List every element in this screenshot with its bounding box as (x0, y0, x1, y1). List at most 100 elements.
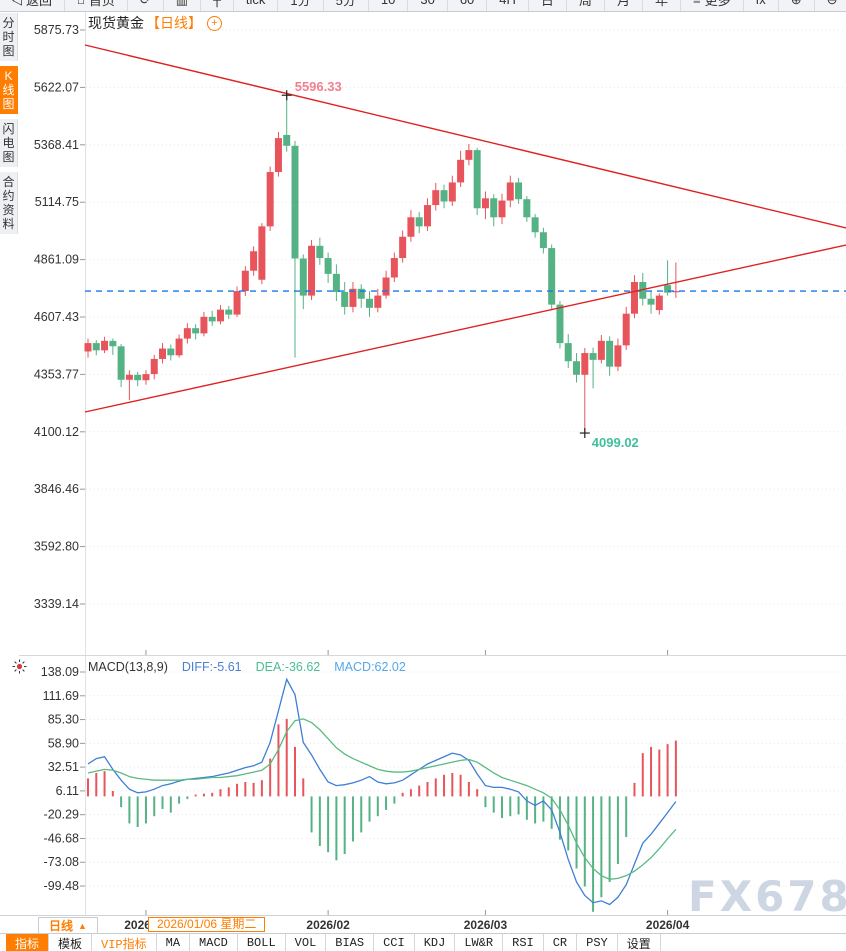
toolbar-button-label: 年 (654, 0, 668, 8)
macd-dif-line (87, 677, 677, 906)
toolbar-button-首页[interactable]: ⌂首页 (65, 0, 128, 11)
toolbar-button-tick[interactable]: tick (234, 0, 279, 11)
tab-CR[interactable]: CR (544, 934, 578, 951)
watermark-logo: FX678 (688, 872, 846, 921)
tab-指标[interactable]: 指标 (6, 934, 50, 951)
y-axis-tick: 5114.75 (35, 195, 79, 209)
toolbar-button-更多[interactable]: ≡更多 (681, 0, 744, 11)
macd-y-axis-tick: 111.69 (43, 689, 79, 703)
toolbar-button-5分[interactable]: 5分 (324, 0, 369, 11)
high-anchor-cross[interactable] (281, 90, 292, 101)
x-axis-strip: 日线 ▲ 2026/01/06 星期二 2026/01 2026/02 2026/0… (0, 915, 846, 934)
macd-macd-value: MACD:62.02 (334, 660, 406, 674)
tab-KDJ[interactable]: KDJ (415, 934, 456, 951)
toolbar-button-日[interactable]: 日 (529, 0, 567, 11)
macd-y-axis-tick: 6.11 (56, 784, 79, 798)
toolbar-button-bar-chart-icon[interactable]: ▥ (164, 0, 202, 11)
macd-y-axis-tick: 85.30 (48, 713, 79, 727)
toolbar-button-周[interactable]: 周 (567, 0, 605, 11)
toolbar-button-candlestick-icon[interactable]: ┿ (201, 0, 234, 11)
refresh-icon: ⟳ (140, 0, 151, 8)
toolbar-button-label: 日 (540, 0, 554, 8)
toolbar-button-label: 月 (616, 0, 630, 8)
macd-y-axis-tick: -99.48 (44, 879, 79, 893)
y-axis-tick: 5368.41 (34, 138, 79, 152)
toolbar-button-年[interactable]: 年 (643, 0, 681, 11)
period-selector-button[interactable]: 日线 ▲ (38, 917, 98, 934)
tab-CCI[interactable]: CCI (374, 934, 415, 951)
macd-params-label: MACD(13,8,9) (88, 660, 168, 674)
sidebar-item-闪电图[interactable]: 闪电图 (0, 119, 18, 167)
high-price-annotation: 5596.33 (295, 79, 342, 94)
macd-diff-value: DIFF:-5.61 (181, 660, 242, 674)
toolbar-button-月[interactable]: 月 (605, 0, 643, 11)
price-chart-canvas[interactable]: 5875.73 5622.07 5368.41 5114.75 4861.09 4607.… (0, 0, 846, 915)
zoom-in-icon: ⊕ (791, 0, 802, 8)
macd-y-axis-tick: -46.68 (44, 831, 79, 845)
chevron-up-icon: ▲ (78, 920, 87, 931)
symbol-name: 现货黄金 (88, 15, 144, 31)
tab-模板[interactable]: 模板 (49, 934, 93, 951)
y-axis-tick: 3339.14 (34, 597, 79, 611)
toolbar-button-4H[interactable]: 4H (487, 0, 529, 11)
indicator-sun-icon[interactable] (12, 659, 27, 679)
low-price-annotation: 4099.02 (592, 435, 639, 450)
toolbar-button-1分[interactable]: 1分 (278, 0, 324, 11)
menu-icon: ≡ (693, 0, 701, 7)
y-axis-tick: 4100.12 (34, 425, 79, 439)
macd-histogram (87, 718, 677, 912)
circle-plus-icon[interactable]: + (207, 15, 222, 31)
x-axis-label-2026/03: 2026/03 (463, 918, 508, 932)
x-axis-label-2026/04: 2026/04 (645, 918, 690, 932)
low-anchor-cross[interactable] (579, 428, 590, 439)
tab-MACD[interactable]: MACD (190, 934, 238, 951)
trendline-lower[interactable] (84, 244, 846, 413)
x-axis-label-2026/02: 2026/02 (306, 918, 350, 932)
trendline-upper[interactable] (84, 44, 846, 229)
y-axis-tick: 4353.77 (34, 367, 79, 381)
y-axis-tick: 5622.07 (34, 80, 79, 94)
macd-dea-line (87, 718, 677, 880)
toolbar-button-10[interactable]: 10 (369, 0, 409, 11)
tab-RSI[interactable]: RSI (503, 934, 544, 951)
toolbar-button-zoom-in-icon[interactable]: ⊕ (779, 0, 815, 11)
tab-BOLL[interactable]: BOLL (238, 934, 286, 951)
period-tag: 【日线】 (146, 15, 202, 31)
candlestick-series (84, 93, 680, 433)
toolbar-button-zoom-out-icon[interactable]: ⊖ (815, 0, 846, 11)
sidebar-item-分时图[interactable]: 分时图 (0, 13, 18, 61)
macd-y-axis-tick: 32.51 (48, 760, 79, 774)
macd-y-axis-tick: 58.90 (48, 736, 79, 750)
macd-header: MACD(13,8,9) DIFF:-5.61 DEA:-36.62 MACD:… (88, 660, 406, 674)
period-selector-label: 日线 (49, 919, 74, 933)
toolbar-button-60[interactable]: 60 (448, 0, 488, 11)
macd-dea-value: DEA:-36.62 (255, 660, 321, 674)
sidebar-item-K线图[interactable]: K线图 (0, 66, 18, 114)
tab-PSY[interactable]: PSY (577, 934, 618, 951)
tab-BIAS[interactable]: BIAS (326, 934, 375, 951)
indicator-tab-bar: 指标 模板 VIP指标 MA MACD BOLL VOL BIAS CCI KDJ LW&R RSI C… (0, 933, 846, 951)
tab-设置[interactable]: 设置 (618, 934, 661, 951)
home-icon: ⌂ (77, 0, 85, 7)
tab-MA[interactable]: MA (157, 934, 191, 951)
toolbar-button-refresh-icon[interactable]: ⟳ (128, 0, 164, 11)
toolbar-button-返回[interactable]: ◁ 返回 (0, 0, 66, 11)
toolbar-button-fx[interactable]: fx (744, 0, 779, 11)
back-arrow-icon: ◁ (12, 0, 22, 8)
crosshair-date-tooltip: 2026/01/06 星期二 (148, 917, 266, 932)
top-toolbar-items: ◁ 返回 ⌂首页 ⟳ ▥ ┿ tick 1分 5分 10 30 60 4H 日 周 月 年 ≡更多 fx ⊕ ⊖ (0, 0, 846, 11)
tab-LW&R[interactable]: LW&R (455, 934, 504, 951)
sidebar-item-合约资料[interactable]: 合约资料 (0, 172, 18, 234)
tab-VOL[interactable]: VOL (286, 934, 327, 951)
tab-VIP指标[interactable]: VIP指标 (92, 934, 157, 951)
y-axis-tick: 4607.43 (34, 310, 79, 324)
chart-title: 现货黄金 【日线】 + (88, 13, 222, 33)
top-toolbar: ◁ 返回 ⌂首页 ⟳ ▥ ┿ tick 1分 5分 10 30 60 4H 日 周 月 年 ≡更多 fx ⊕ ⊖ (0, 0, 846, 12)
y-axis-tick: 4861.09 (34, 253, 79, 267)
macd-y-axis-tick: 138.09 (41, 665, 79, 679)
toolbar-button-label: 返回 (26, 0, 53, 8)
y-axis-tick: 3592.80 (34, 540, 79, 554)
chart-type-sidebar: 分时图 K线图闪电图合约资料 (0, 13, 19, 239)
macd-y-axis-tick: -20.29 (44, 808, 79, 822)
toolbar-button-30[interactable]: 30 (408, 0, 448, 11)
